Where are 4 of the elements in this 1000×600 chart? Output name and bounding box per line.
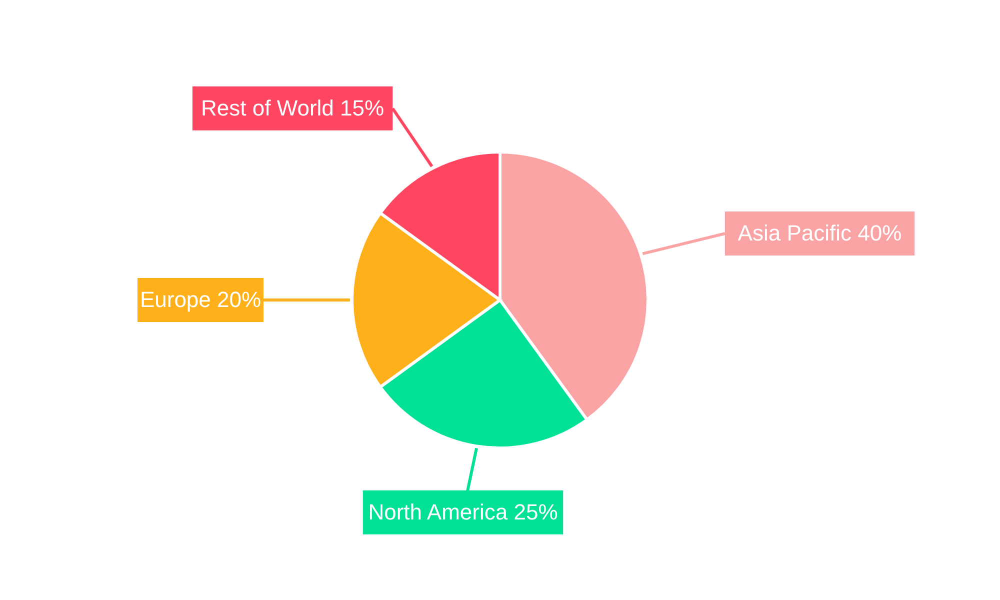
slice-label: Rest of World 15% [201, 95, 384, 120]
slice-label: Europe 20% [140, 287, 262, 312]
slice-label: Asia Pacific 40% [738, 220, 902, 246]
slice-label: North America 25% [368, 499, 558, 524]
